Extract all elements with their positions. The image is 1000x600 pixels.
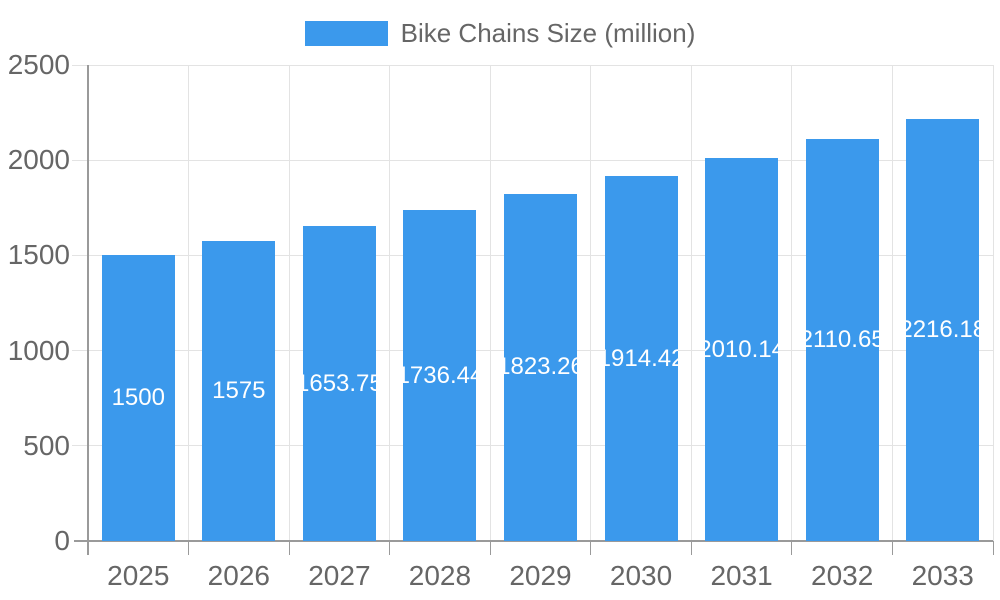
bar-value-label: 1736.44	[403, 361, 476, 389]
x-axis-tick	[188, 541, 190, 555]
bar-value-label: 2010.14	[705, 335, 778, 363]
gridline-v	[288, 65, 290, 541]
x-axis-tick	[891, 541, 893, 555]
x-axis-label: 2027	[308, 560, 371, 591]
x-axis-tick	[791, 541, 793, 555]
bar[interactable]: 1736.44	[403, 210, 477, 541]
legend-label: Bike Chains Size (million)	[400, 18, 696, 48]
gridline-h	[88, 159, 993, 161]
x-axis-tick	[992, 541, 994, 555]
y-axis-tick	[72, 159, 88, 161]
gridline-v	[791, 65, 793, 541]
bar-value-label: 2110.65	[805, 326, 879, 354]
y-axis-tick	[72, 64, 88, 66]
y-axis-label: 2500	[7, 49, 70, 80]
x-axis-label: 2029	[509, 560, 572, 591]
x-axis-tick	[389, 541, 391, 555]
gridline-v	[690, 65, 692, 541]
y-axis-line	[87, 65, 89, 555]
y-axis-label: 500	[23, 429, 70, 461]
x-axis-tick	[590, 541, 592, 555]
gridline-v	[590, 65, 592, 541]
x-axis-label: 2033	[911, 560, 974, 591]
gridline-v	[992, 65, 994, 541]
bar-value-label: 1575	[212, 377, 266, 405]
x-axis-label: 2025	[107, 560, 170, 591]
gridline-v	[389, 65, 391, 541]
x-axis-label: 2028	[408, 560, 472, 591]
bar[interactable]: 1914.42	[604, 176, 678, 541]
y-axis-label: 1500	[7, 239, 70, 271]
gridline-v	[489, 65, 491, 541]
legend: Bike Chains Size (million)	[0, 18, 1000, 49]
x-axis-tick	[288, 541, 290, 555]
y-axis-tick	[72, 254, 88, 256]
gridline-h	[88, 64, 993, 66]
y-axis-tick	[72, 445, 88, 447]
gridline-v	[188, 65, 190, 541]
bar[interactable]: 1823.26	[504, 193, 577, 541]
bar[interactable]: 1575	[202, 241, 276, 541]
y-axis-tick	[72, 350, 88, 352]
bar[interactable]: 1500	[101, 255, 175, 541]
x-axis-tick	[690, 541, 692, 555]
x-axis-label: 2032	[811, 560, 874, 591]
legend-item[interactable]: Bike Chains Size (million)	[304, 18, 696, 49]
x-axis-tick	[489, 541, 491, 555]
y-axis-label: 0	[54, 525, 70, 556]
gridline-v	[891, 65, 893, 541]
bar[interactable]: 2010.14	[705, 158, 779, 541]
x-axis-label: 2026	[207, 560, 270, 591]
bar[interactable]: 2110.65	[805, 139, 879, 541]
legend-swatch-icon	[304, 21, 388, 46]
x-axis-line	[74, 540, 993, 542]
y-axis-label: 2000	[7, 144, 70, 176]
bar-value-label: 1914.42	[605, 344, 678, 372]
y-axis-label: 1000	[7, 334, 70, 366]
x-axis-label: 2031	[710, 560, 773, 591]
x-axis-label: 2030	[609, 560, 673, 591]
bar[interactable]: 1653.75	[302, 226, 376, 541]
bar-value-label: 1500	[111, 384, 165, 412]
bar-value-label: 1823.26	[504, 353, 577, 381]
bar-value-label: 1653.75	[303, 369, 376, 397]
